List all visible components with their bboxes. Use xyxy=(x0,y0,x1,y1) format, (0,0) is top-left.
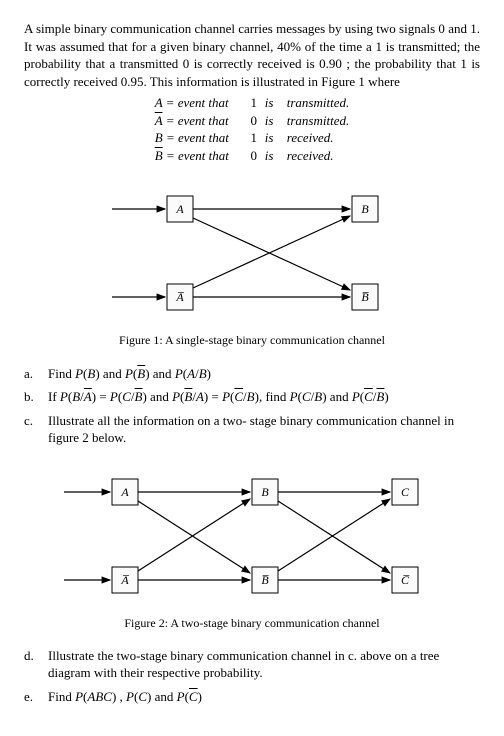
def-is: is xyxy=(265,147,287,165)
def-lhs: B = event that xyxy=(155,147,243,165)
node-Abar: A̅ xyxy=(175,290,184,304)
q-body: Find P(B) and P(B) and P(A/B) xyxy=(48,365,480,383)
node-C: C xyxy=(401,485,410,499)
question-a: a. Find P(B) and P(B) and P(A/B) xyxy=(24,365,480,383)
def-is: is xyxy=(265,112,287,130)
def-row-3: B = event that 1 is received. xyxy=(155,129,349,147)
def-row-4: B = event that 0 is received. xyxy=(155,147,349,165)
def-val: 1 xyxy=(243,129,265,147)
figure-1: A B A̅ B̅ xyxy=(24,174,480,324)
def-rhs: transmitted. xyxy=(287,112,349,130)
q-label: b. xyxy=(24,388,48,406)
def-row-2: A = event that 0 is transmitted. xyxy=(155,112,349,130)
node-A: A xyxy=(175,202,184,216)
question-e: e. Find P(ABC) , P(C) and P(C) xyxy=(24,688,480,706)
q-body: Illustrate all the information on a two-… xyxy=(48,412,480,447)
node-Bbar: B̅ xyxy=(261,573,269,587)
question-c: c. Illustrate all the information on a t… xyxy=(24,412,480,447)
def-lhs: A = event that xyxy=(155,112,243,130)
event-definitions: A = event that 1 is transmitted. A = eve… xyxy=(155,94,349,164)
node-B: B xyxy=(261,485,269,499)
q-body: If P(B/A) = P(C/B) and P(B/A) = P(C/B), … xyxy=(48,388,480,406)
def-row-1: A = event that 1 is transmitted. xyxy=(155,94,349,112)
def-is: is xyxy=(265,94,287,112)
q-body: Find P(ABC) , P(C) and P(C) xyxy=(48,688,480,706)
question-list-1: a. Find P(B) and P(B) and P(A/B) b. If P… xyxy=(24,365,480,447)
def-lhs: B = event that xyxy=(155,129,243,147)
node-B: B xyxy=(361,202,369,216)
def-rhs: transmitted. xyxy=(287,94,349,112)
intro-paragraph: A simple binary communication channel ca… xyxy=(24,20,480,90)
node-Abar: A̅ xyxy=(120,573,129,587)
q-label: d. xyxy=(24,647,48,682)
question-d: d. Illustrate the two-stage binary commu… xyxy=(24,647,480,682)
def-val: 1 xyxy=(243,94,265,112)
def-rhs: received. xyxy=(287,129,334,147)
node-Cbar: C̅ xyxy=(401,573,410,587)
def-lhs: A = event that xyxy=(155,94,243,112)
figure-1-caption: Figure 1: A single-stage binary communic… xyxy=(24,332,480,348)
def-rhs: received. xyxy=(287,147,334,165)
figure-2-caption: Figure 2: A two-stage binary communicati… xyxy=(24,615,480,631)
node-Bbar: B̅ xyxy=(361,290,369,304)
q-label: e. xyxy=(24,688,48,706)
def-val: 0 xyxy=(243,112,265,130)
def-val: 0 xyxy=(243,147,265,165)
question-list-2: d. Illustrate the two-stage binary commu… xyxy=(24,647,480,706)
figure-2-svg: A B C A̅ B̅ C̅ xyxy=(52,457,452,607)
q-label: a. xyxy=(24,365,48,383)
q-body: Illustrate the two-stage binary communic… xyxy=(48,647,480,682)
q-label: c. xyxy=(24,412,48,447)
def-is: is xyxy=(265,129,287,147)
figure-2: A B C A̅ B̅ C̅ xyxy=(24,457,480,607)
figure-1-svg: A B A̅ B̅ xyxy=(92,174,412,324)
question-b: b. If P(B/A) = P(C/B) and P(B/A) = P(C/B… xyxy=(24,388,480,406)
node-A: A xyxy=(120,485,129,499)
